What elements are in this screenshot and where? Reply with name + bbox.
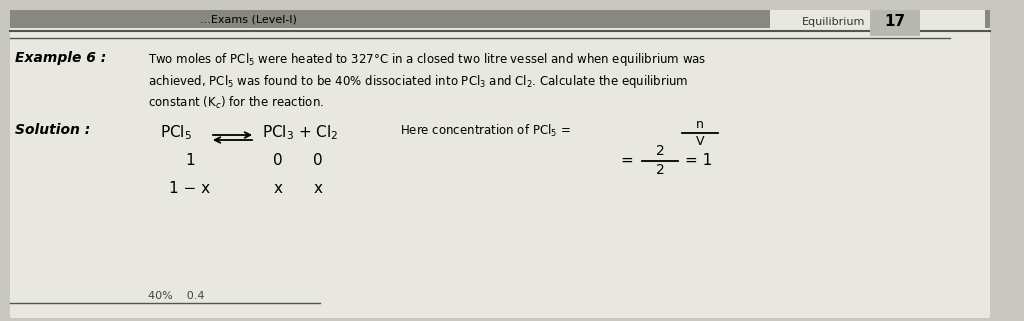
- Text: Two moles of PCl$_5$ were heated to 327°C in a closed two litre vessel and when : Two moles of PCl$_5$ were heated to 327°…: [148, 51, 707, 68]
- Text: x: x: [273, 181, 283, 196]
- Text: 1: 1: [185, 153, 195, 168]
- Text: =: =: [620, 153, 633, 168]
- Text: 0: 0: [313, 153, 323, 168]
- Text: n: n: [696, 118, 703, 131]
- Text: ...Exams (Level-l): ...Exams (Level-l): [200, 14, 297, 24]
- Text: 0: 0: [273, 153, 283, 168]
- Text: 40%    0.4: 40% 0.4: [148, 291, 205, 301]
- Text: PCl$_3$ + Cl$_2$: PCl$_3$ + Cl$_2$: [262, 123, 339, 142]
- FancyBboxPatch shape: [770, 10, 985, 36]
- Text: Here concentration of PCl$_5$ =: Here concentration of PCl$_5$ =: [400, 123, 570, 139]
- Text: Equilibrium: Equilibrium: [802, 17, 865, 27]
- Text: V: V: [695, 135, 705, 148]
- Text: x: x: [313, 181, 323, 196]
- Text: PCl$_5$: PCl$_5$: [160, 123, 191, 142]
- FancyBboxPatch shape: [10, 10, 990, 318]
- Text: achieved, PCl$_5$ was found to be 40% dissociated into PCl$_3$ and Cl$_2$. Calcu: achieved, PCl$_5$ was found to be 40% di…: [148, 73, 688, 90]
- Text: Solution :: Solution :: [15, 123, 90, 137]
- Text: = 1: = 1: [685, 153, 713, 168]
- Text: 2: 2: [655, 163, 665, 177]
- Text: 1 − x: 1 − x: [169, 181, 211, 196]
- Text: constant (K$_c$) for the reaction.: constant (K$_c$) for the reaction.: [148, 95, 324, 111]
- FancyBboxPatch shape: [870, 10, 920, 36]
- FancyBboxPatch shape: [10, 10, 990, 28]
- Text: 17: 17: [885, 14, 905, 30]
- Text: Example 6 :: Example 6 :: [15, 51, 106, 65]
- Text: 2: 2: [655, 144, 665, 158]
